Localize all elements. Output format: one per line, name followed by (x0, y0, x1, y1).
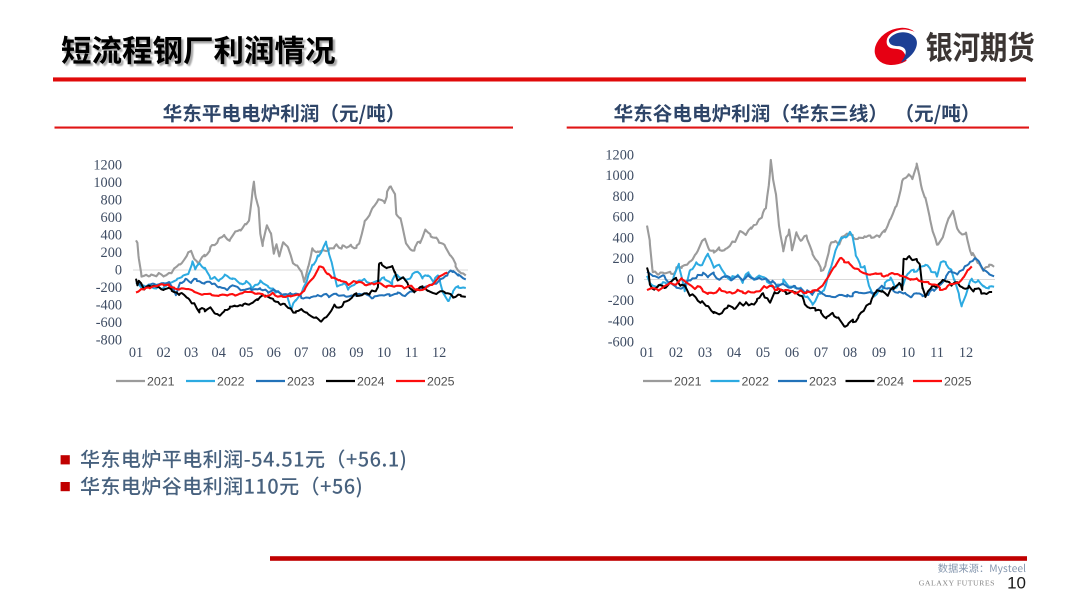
svg-text:05: 05 (239, 345, 253, 361)
svg-text:01: 01 (640, 345, 654, 361)
svg-text:-600: -600 (96, 315, 122, 331)
svg-text:01: 01 (129, 345, 143, 361)
svg-text:1000: 1000 (93, 175, 122, 191)
svg-text:07: 07 (294, 345, 308, 361)
svg-text:800: 800 (613, 189, 634, 205)
svg-text:02: 02 (669, 345, 683, 361)
svg-text:200: 200 (101, 245, 122, 261)
svg-text:2023: 2023 (287, 374, 315, 388)
svg-text:12: 12 (432, 345, 446, 361)
svg-text:1000: 1000 (605, 168, 634, 184)
svg-text:400: 400 (101, 228, 122, 244)
svg-text:0: 0 (115, 263, 122, 279)
svg-text:02: 02 (156, 345, 170, 361)
svg-text:04: 04 (727, 345, 741, 361)
svg-text:07: 07 (814, 345, 828, 361)
svg-text:-400: -400 (608, 314, 634, 330)
svg-text:08: 08 (843, 345, 857, 361)
svg-text:06: 06 (785, 345, 799, 361)
svg-text:600: 600 (101, 210, 122, 226)
svg-text:-400: -400 (96, 298, 122, 314)
svg-text:0: 0 (627, 272, 634, 288)
svg-text:1200: 1200 (93, 158, 122, 174)
svg-text:2022: 2022 (742, 374, 770, 388)
svg-text:2024: 2024 (877, 374, 905, 388)
svg-text:-800: -800 (96, 333, 122, 349)
svg-text:400: 400 (613, 230, 634, 246)
svg-text:2021: 2021 (674, 374, 702, 388)
svg-text:06: 06 (267, 345, 281, 361)
svg-text:-200: -200 (608, 293, 634, 309)
svg-text:09: 09 (872, 345, 886, 361)
svg-text:10: 10 (377, 345, 391, 361)
svg-text:09: 09 (349, 345, 363, 361)
svg-text:08: 08 (322, 345, 336, 361)
svg-text:05: 05 (756, 345, 770, 361)
svg-text:11: 11 (930, 345, 944, 361)
svg-text:2024: 2024 (357, 374, 385, 388)
svg-text:600: 600 (613, 210, 634, 226)
svg-text:GALAXY FUTURES: GALAXY FUTURES (919, 579, 995, 588)
svg-text:04: 04 (212, 345, 226, 361)
svg-text:-600: -600 (608, 334, 634, 350)
svg-text:2021: 2021 (147, 374, 175, 388)
svg-text:03: 03 (698, 345, 712, 361)
svg-text:2022: 2022 (217, 374, 245, 388)
svg-text:03: 03 (184, 345, 198, 361)
svg-text:1200: 1200 (605, 147, 634, 163)
svg-text:800: 800 (101, 193, 122, 209)
svg-text:2025: 2025 (427, 374, 455, 388)
svg-text:10: 10 (1007, 573, 1026, 592)
svg-text:12: 12 (959, 345, 973, 361)
svg-text:10: 10 (901, 345, 915, 361)
svg-text:2023: 2023 (809, 374, 837, 388)
svg-text:11: 11 (405, 345, 419, 361)
svg-text:-200: -200 (96, 280, 122, 296)
svg-text:200: 200 (613, 251, 634, 267)
svg-text:2025: 2025 (944, 374, 972, 388)
